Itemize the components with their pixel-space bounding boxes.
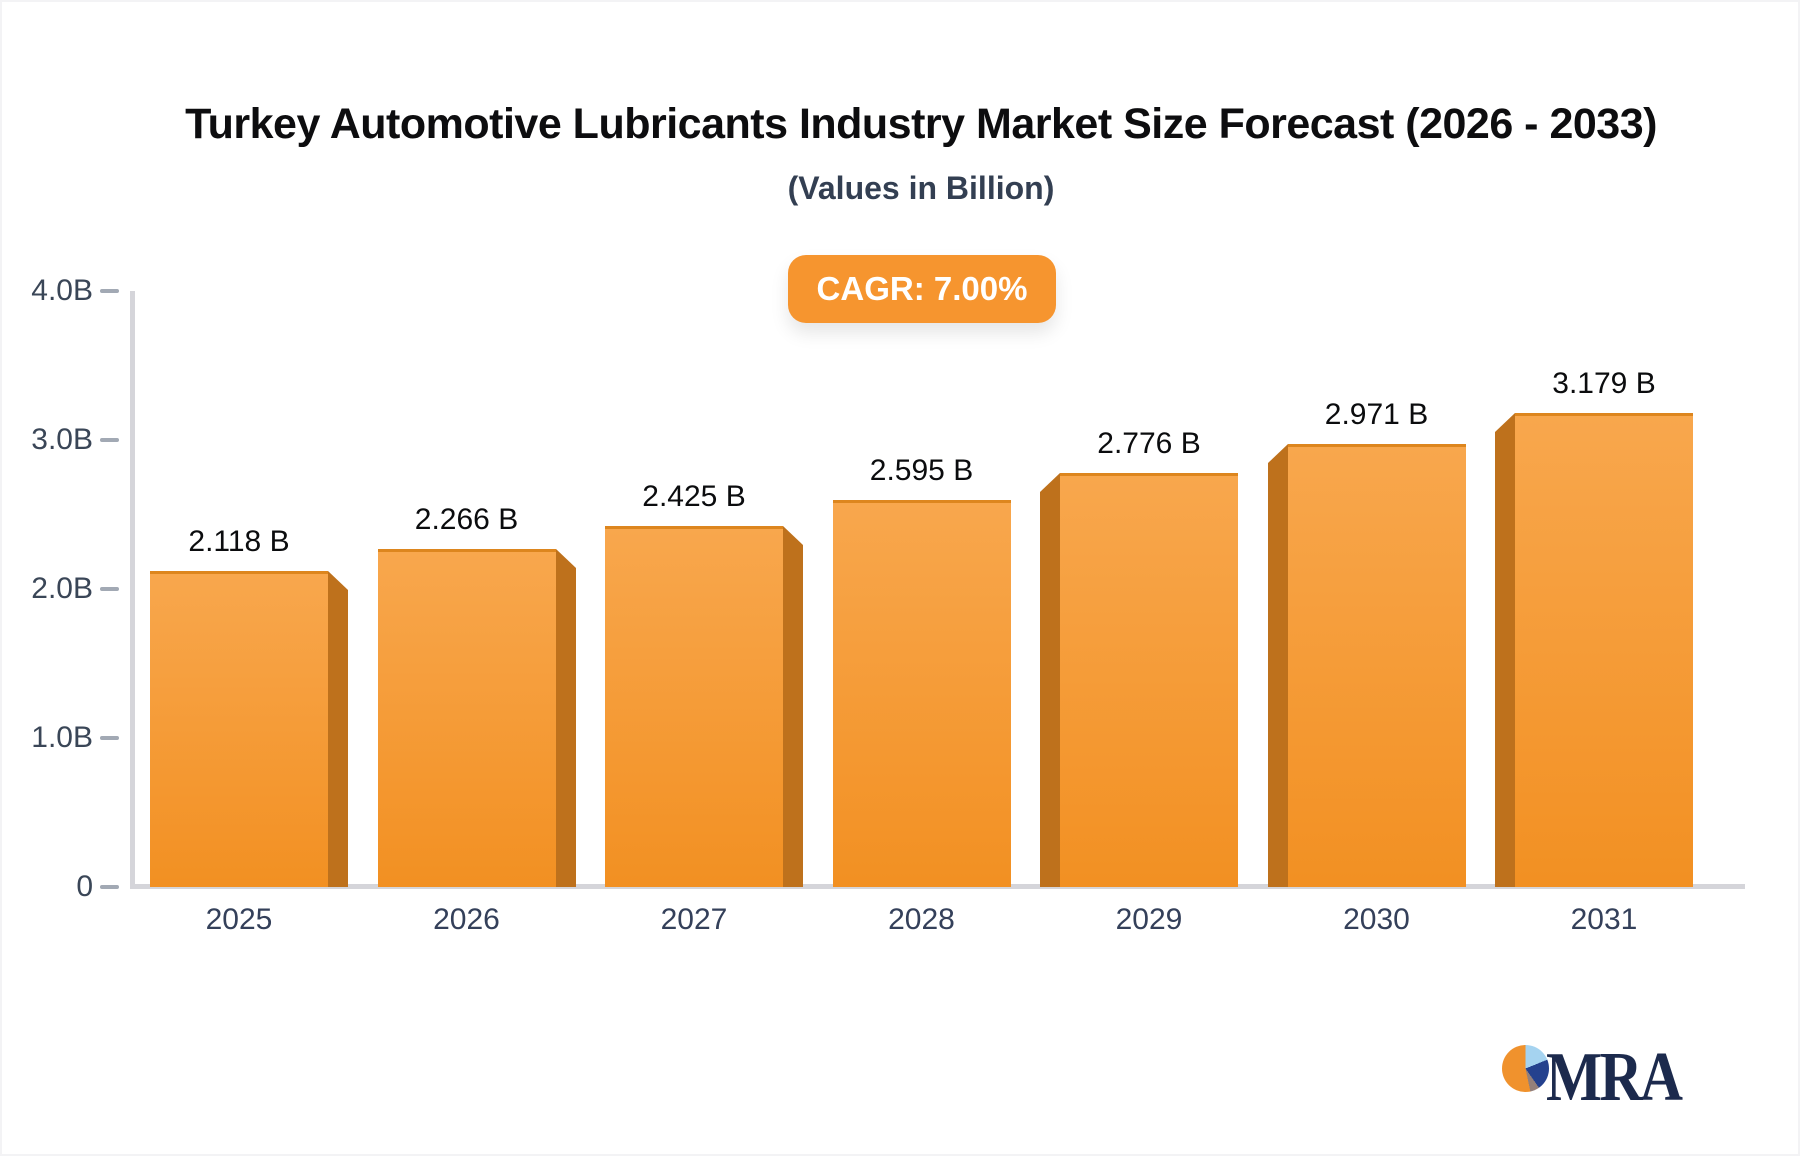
bar-2029 [1060,473,1238,887]
bar-side-2029 [1040,473,1060,887]
bar-2028 [833,500,1011,887]
bar-2030 [1288,444,1466,887]
cagr-badge: CAGR: 7.00% [788,255,1056,323]
bar-side-2027 [783,526,803,887]
x-axis-label-2026: 2026 [433,903,500,936]
bar-side-2031 [1495,413,1515,887]
y-tick [100,289,119,293]
logo-text: MRA [1546,1039,1683,1116]
bar-value-label: 3.179 B [1552,367,1656,400]
y-tick [100,736,119,740]
bar-2027 [605,526,783,887]
x-axis-label-2028: 2028 [888,903,955,936]
x-axis-label-2027: 2027 [660,903,728,936]
y-tick [100,587,119,591]
pie-chart-icon [1502,1045,1549,1092]
bar-2025 [150,571,328,887]
x-axis-label-2029: 2029 [1115,903,1183,936]
y-tick-label: 1.0B [31,721,93,754]
y-axis-line [130,291,135,889]
y-tick [100,438,119,442]
x-axis-label-2030: 2030 [1343,903,1410,936]
bar-side-2030 [1268,444,1288,887]
bar-value-label: 2.266 B [414,503,519,536]
bar-2031 [1515,413,1693,887]
y-tick-label: 0 [76,870,93,903]
bar-2026 [378,549,556,887]
cagr-badge-label: CAGR: 7.00% [816,270,1028,307]
chart-subtitle: (Values in Billion) [787,170,1055,206]
bar-value-label: 2.118 B [188,525,290,558]
y-tick [100,885,119,889]
bar-value-label: 2.971 B [1324,398,1429,431]
y-tick-label: 2.0B [31,572,93,605]
x-axis-label-2025: 2025 [205,903,273,936]
y-tick-label: 4.0B [31,274,93,307]
bar-value-label: 2.425 B [642,480,746,513]
bar-value-label: 2.595 B [869,454,974,487]
bar-side-2026 [556,549,576,887]
bar-side-2025 [328,571,348,887]
chart-title: Turkey Automotive Lubricants Industry Ma… [185,100,1657,148]
bar-value-label: 2.776 B [1097,427,1201,460]
y-tick-label: 3.0B [31,423,93,456]
x-axis-label-2031: 2031 [1570,903,1638,936]
